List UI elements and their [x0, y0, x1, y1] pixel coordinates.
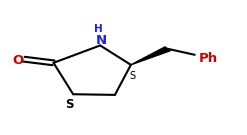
Text: S: S	[65, 98, 73, 111]
Polygon shape	[131, 47, 170, 65]
Text: Ph: Ph	[199, 52, 218, 65]
Text: S: S	[129, 70, 136, 80]
Text: N: N	[95, 34, 106, 47]
Text: O: O	[13, 54, 24, 67]
Text: H: H	[94, 24, 103, 34]
